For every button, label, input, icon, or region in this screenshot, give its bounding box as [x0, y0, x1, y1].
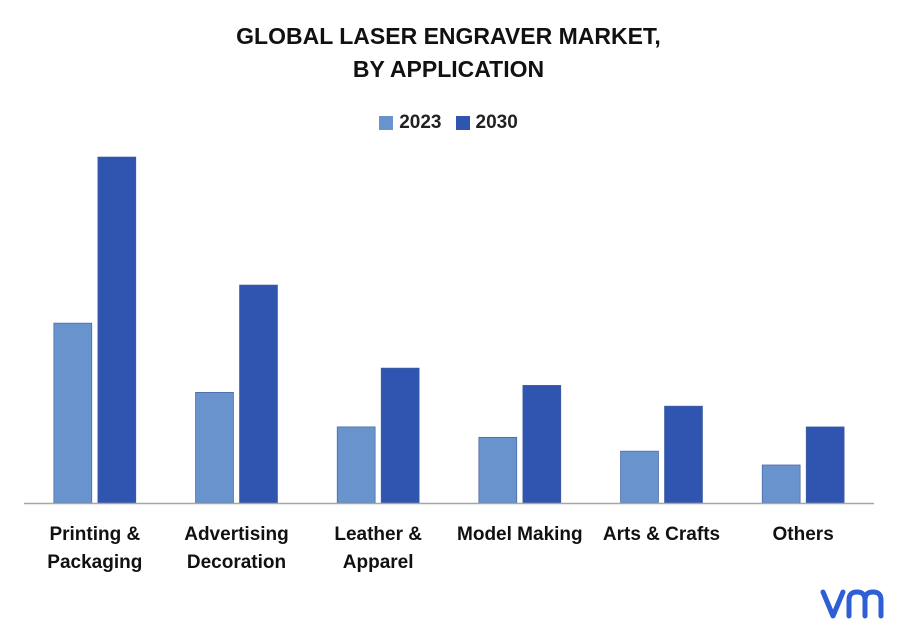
category-label-2: Leather & Apparel [334, 524, 422, 573]
bar-2023-0 [53, 322, 93, 504]
category-label-5: Others [773, 524, 834, 545]
category-label-1: Advertising Decoration [184, 524, 289, 573]
chart-title-line-2: BY APPLICATION [352, 56, 545, 82]
chart-title: GLOBAL LASER ENGRAVER MARKET, BY APPLICA… [0, 20, 897, 86]
vmr-logo-icon [820, 589, 884, 619]
bar-2023-5 [761, 464, 801, 504]
bar-2030-1 [239, 284, 278, 504]
chart-title-line-1: GLOBAL LASER ENGRAVER MARKET, [236, 23, 661, 49]
bar-2030-5 [805, 426, 845, 504]
category-label-0: Printing & Packaging [47, 524, 142, 573]
legend-item-2023: 2023 [379, 112, 442, 134]
category-label-3: Model Making [457, 524, 583, 545]
bar-2023-1 [195, 391, 234, 504]
legend-item-2030: 2030 [455, 112, 518, 134]
bar-2030-0 [97, 156, 137, 504]
legend-label-2030: 2030 [475, 112, 518, 133]
bar-2023-4 [620, 450, 659, 504]
legend-swatch-2030 [455, 116, 470, 130]
bar-2023-3 [478, 436, 518, 504]
chart-legend: 2023 2030 [0, 112, 897, 134]
category-label-4: Arts & Crafts [603, 524, 720, 545]
legend-label-2023: 2023 [399, 112, 442, 133]
bar-2023-2 [336, 426, 376, 504]
bar-2030-3 [522, 385, 562, 504]
bar-2030-4 [664, 405, 703, 504]
legend-swatch-2023 [379, 116, 394, 130]
bar-2030-2 [380, 367, 420, 504]
